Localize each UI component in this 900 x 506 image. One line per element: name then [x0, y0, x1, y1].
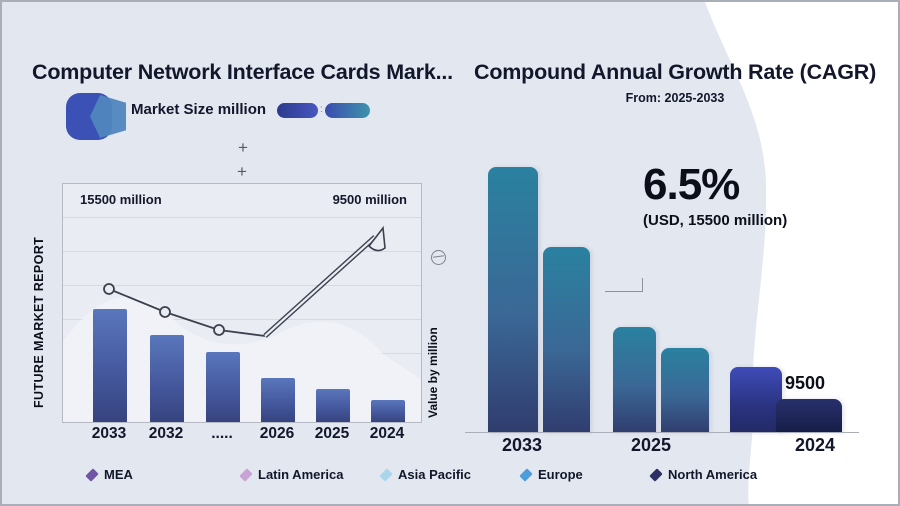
left-chart-title: Computer Network Interface Cards Mark... — [32, 60, 453, 84]
bar-2033 — [93, 309, 127, 422]
bar-2033-s2 — [543, 247, 590, 433]
left-chart-bars — [63, 184, 421, 422]
legend-item-latin-america: Latin America — [239, 467, 344, 482]
legend-item-asia-pacific: Asia Pacific — [379, 467, 471, 482]
left-chart-end-value: 9500 million — [332, 192, 407, 207]
cagr-value: 6.5% — [643, 160, 740, 209]
bar-..... — [206, 352, 240, 422]
bar-2026 — [261, 378, 295, 422]
bar-2033-s1 — [488, 167, 538, 433]
x-tick-2033: 2033 — [91, 425, 127, 442]
market-size-icon — [66, 93, 126, 140]
market-size-legend-label: Market Size million — [131, 101, 267, 118]
trend-line-arrow — [103, 225, 386, 338]
region-legend: MEA Latin America Asia Pacific Europe North … — [2, 467, 898, 485]
right-chart-subtitle: From: 2025-2033 — [625, 91, 725, 105]
plus-icon: + — [237, 162, 247, 181]
legend-label: Asia Pacific — [398, 467, 471, 482]
right-chart-axis-line — [465, 432, 859, 433]
legend-pill-dark-icon — [277, 103, 318, 118]
x-tick-2033: 2033 — [501, 435, 543, 455]
diamond-icon — [85, 467, 99, 482]
legend-label: Latin America — [258, 467, 344, 482]
step-bracket-line — [605, 291, 643, 292]
left-chart-start-value: 15500 million — [80, 192, 162, 207]
legend-label: Europe — [538, 467, 583, 482]
legend-item-europe: Europe — [519, 467, 583, 482]
x-tick-2024: 2024 — [369, 425, 405, 442]
bar-2024 — [371, 400, 405, 422]
legend-label: MEA — [104, 467, 133, 482]
left-chart-plot-area: 15500 million 9500 million — [62, 183, 422, 423]
step-bracket-line — [642, 278, 643, 292]
x-tick-2025: 2025 — [630, 435, 672, 455]
right-chart-bars — [2, 2, 898, 433]
x-tick-2032: 2032 — [148, 425, 184, 442]
diamond-icon — [379, 467, 393, 482]
legend-item-north-america: North America — [649, 467, 758, 482]
plus-icon: + — [238, 138, 248, 157]
bar-2025 — [316, 389, 350, 422]
bar-2025-s1 — [613, 327, 656, 433]
circle-minus-icon — [431, 250, 446, 265]
bar-data-label: 9500 — [785, 373, 826, 393]
bar-2024-s2 — [776, 399, 842, 433]
bar-2025-s2 — [661, 348, 709, 433]
x-tick-2026: 2026 — [259, 425, 295, 442]
legend-item-mea: MEA — [85, 467, 133, 482]
cagr-caption: (USD, 15500 million) — [643, 212, 788, 229]
right-chart-title: Compound Annual Growth Rate (CAGR) — [474, 60, 877, 84]
bar-2032 — [150, 335, 184, 422]
x-tick-2025: 2025 — [314, 425, 350, 442]
legend-pill-teal-icon — [325, 103, 370, 118]
x-tick-2024: 2024 — [794, 435, 836, 455]
x-tick-.....: ..... — [211, 425, 233, 442]
bar-2024-s1 — [730, 367, 782, 433]
legend-pill-separator: : — [320, 104, 323, 115]
diamond-icon — [239, 467, 253, 482]
left-chart-x-axis: 2033 2032..... 2026 2025 2024 — [62, 425, 422, 443]
diamond-icon — [649, 467, 663, 482]
diamond-icon — [519, 467, 533, 482]
legend-label: North America — [668, 467, 758, 482]
